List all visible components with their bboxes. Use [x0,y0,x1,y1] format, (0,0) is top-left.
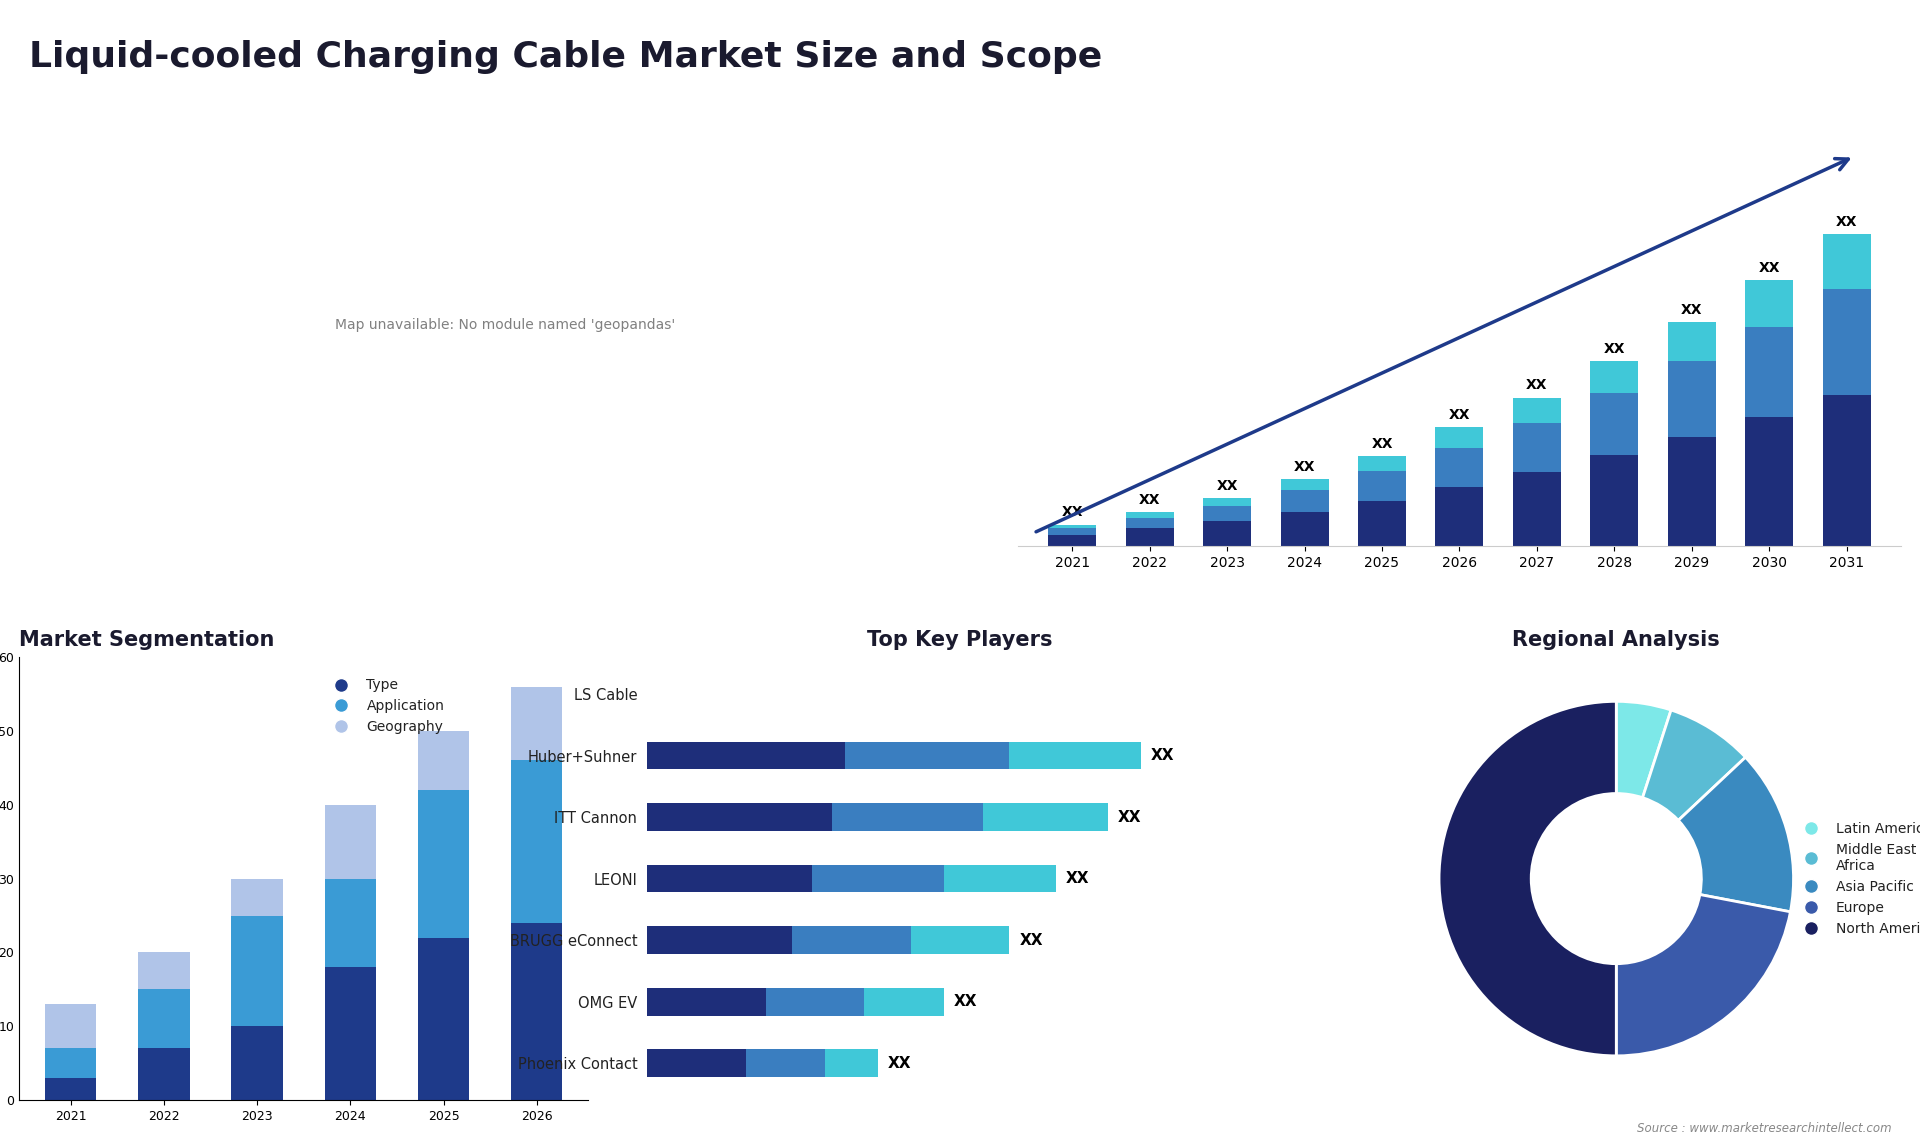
Text: XX: XX [1139,493,1160,507]
Bar [1010,741,1140,769]
Text: XX: XX [1294,460,1315,473]
Text: XX: XX [1020,933,1043,948]
Bar [1668,322,1716,361]
Bar [1204,521,1252,547]
Text: XX: XX [1371,437,1392,450]
Bar [1590,361,1638,393]
Text: XX: XX [1603,342,1624,355]
Bar [1513,423,1561,472]
Bar [864,988,943,1015]
Bar [1513,472,1561,547]
Bar [647,988,766,1015]
Wedge shape [1617,895,1789,1055]
Text: Map unavailable: No module named 'geopandas': Map unavailable: No module named 'geopan… [334,317,674,331]
Bar [1590,455,1638,547]
Bar [647,926,791,953]
Bar [1125,528,1173,547]
Bar [1125,518,1173,528]
Bar [1668,437,1716,547]
Bar [419,731,468,790]
Bar [1281,479,1329,490]
Text: Source : www.marketresearchintellect.com: Source : www.marketresearchintellect.com [1636,1122,1891,1135]
Bar [1436,448,1484,487]
Text: XX: XX [1836,215,1857,229]
Title: Top Key Players: Top Key Players [868,630,1052,650]
Bar [1048,535,1096,547]
Bar [1357,501,1405,547]
Bar [419,790,468,937]
Bar [44,1078,96,1100]
Bar [232,1027,282,1100]
Bar [1822,234,1870,289]
Bar [324,967,376,1100]
Bar [511,761,563,923]
Text: XX: XX [1152,748,1175,763]
Bar [511,923,563,1100]
Text: XX: XX [1066,871,1089,886]
Bar [647,865,812,893]
Text: XX: XX [1759,260,1780,275]
Wedge shape [1438,701,1617,1055]
Bar [232,916,282,1027]
Bar [1125,512,1173,518]
Bar [1436,427,1484,448]
Bar [1048,525,1096,528]
Bar [1745,280,1793,327]
Wedge shape [1617,701,1670,798]
Bar [511,686,563,761]
Bar [791,926,910,953]
Bar [138,989,190,1049]
Bar [1822,289,1870,395]
Wedge shape [1644,711,1745,821]
Bar [138,952,190,989]
Bar [826,1050,877,1077]
Bar [1281,490,1329,512]
Legend: Type, Application, Geography: Type, Application, Geography [323,673,449,740]
Bar [1513,398,1561,423]
Text: XX: XX [1526,378,1548,392]
Text: XX: XX [1217,479,1238,493]
Bar [324,804,376,879]
Bar [1436,487,1484,547]
Bar [1745,327,1793,417]
Text: Liquid-cooled Charging Cable Market Size and Scope: Liquid-cooled Charging Cable Market Size… [29,40,1102,74]
Bar [44,1004,96,1049]
Wedge shape [1678,758,1793,912]
Bar [766,988,864,1015]
Bar [943,865,1056,893]
Bar [1204,499,1252,507]
Bar [812,865,943,893]
Text: XX: XX [1682,303,1703,317]
Bar [647,803,831,831]
Bar [44,1049,96,1078]
Bar [910,926,1010,953]
Text: XX: XX [954,995,977,1010]
Bar [647,1050,745,1077]
Bar [419,937,468,1100]
Bar [138,1049,190,1100]
Bar [1590,393,1638,455]
Bar [1357,471,1405,501]
Bar [831,803,983,831]
Bar [1668,361,1716,437]
Text: XX: XX [1450,408,1471,422]
Bar [845,741,1010,769]
Bar [745,1050,826,1077]
Text: XX: XX [1117,809,1142,825]
Bar [1357,456,1405,471]
Legend: Latin America, Middle East &
Africa, Asia Pacific, Europe, North America: Latin America, Middle East & Africa, Asi… [1791,816,1920,941]
Bar [232,879,282,916]
Title: Regional Analysis: Regional Analysis [1513,630,1720,650]
Bar [324,879,376,967]
Text: XX: XX [887,1055,910,1070]
Bar [1281,512,1329,547]
Bar [647,741,845,769]
Bar [1822,395,1870,547]
Text: Market Segmentation: Market Segmentation [19,630,275,650]
Bar [1204,507,1252,521]
Bar [983,803,1108,831]
Bar [1745,417,1793,547]
Bar [1048,528,1096,535]
Text: XX: XX [1062,505,1083,519]
